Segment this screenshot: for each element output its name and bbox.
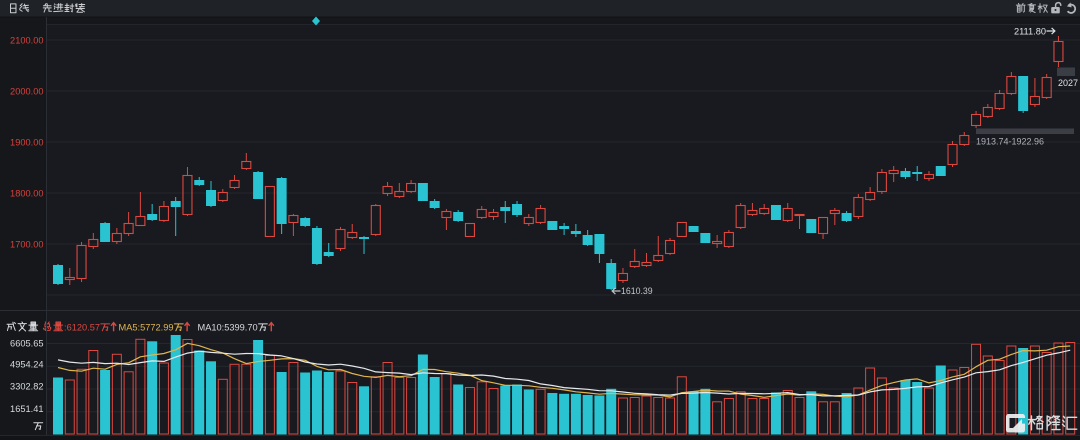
svg-text:2027: 2027 (1058, 78, 1078, 88)
svg-text::6120.57: :6120.57 (64, 322, 100, 332)
svg-text:2111.80: 2111.80 (1014, 26, 1046, 36)
svg-text:MA10:5399.70: MA10:5399.70 (198, 322, 258, 332)
svg-text:2100.00: 2100.00 (10, 35, 43, 45)
svg-text:1913.74-1922.96: 1913.74-1922.96 (976, 137, 1044, 147)
svg-text:1700.00: 1700.00 (10, 239, 43, 249)
svg-text:4954.24: 4954.24 (10, 359, 43, 369)
svg-text:1800.00: 1800.00 (10, 188, 43, 198)
svg-text:2000.00: 2000.00 (10, 86, 43, 96)
svg-text:3302.82: 3302.82 (10, 381, 43, 391)
svg-text:1651.41: 1651.41 (10, 404, 43, 414)
svg-text:6605.65: 6605.65 (10, 339, 43, 349)
svg-text:MA5:5772.99: MA5:5772.99 (119, 322, 174, 332)
svg-text:1610.39: 1610.39 (621, 286, 653, 296)
svg-text:1900.00: 1900.00 (10, 137, 43, 147)
